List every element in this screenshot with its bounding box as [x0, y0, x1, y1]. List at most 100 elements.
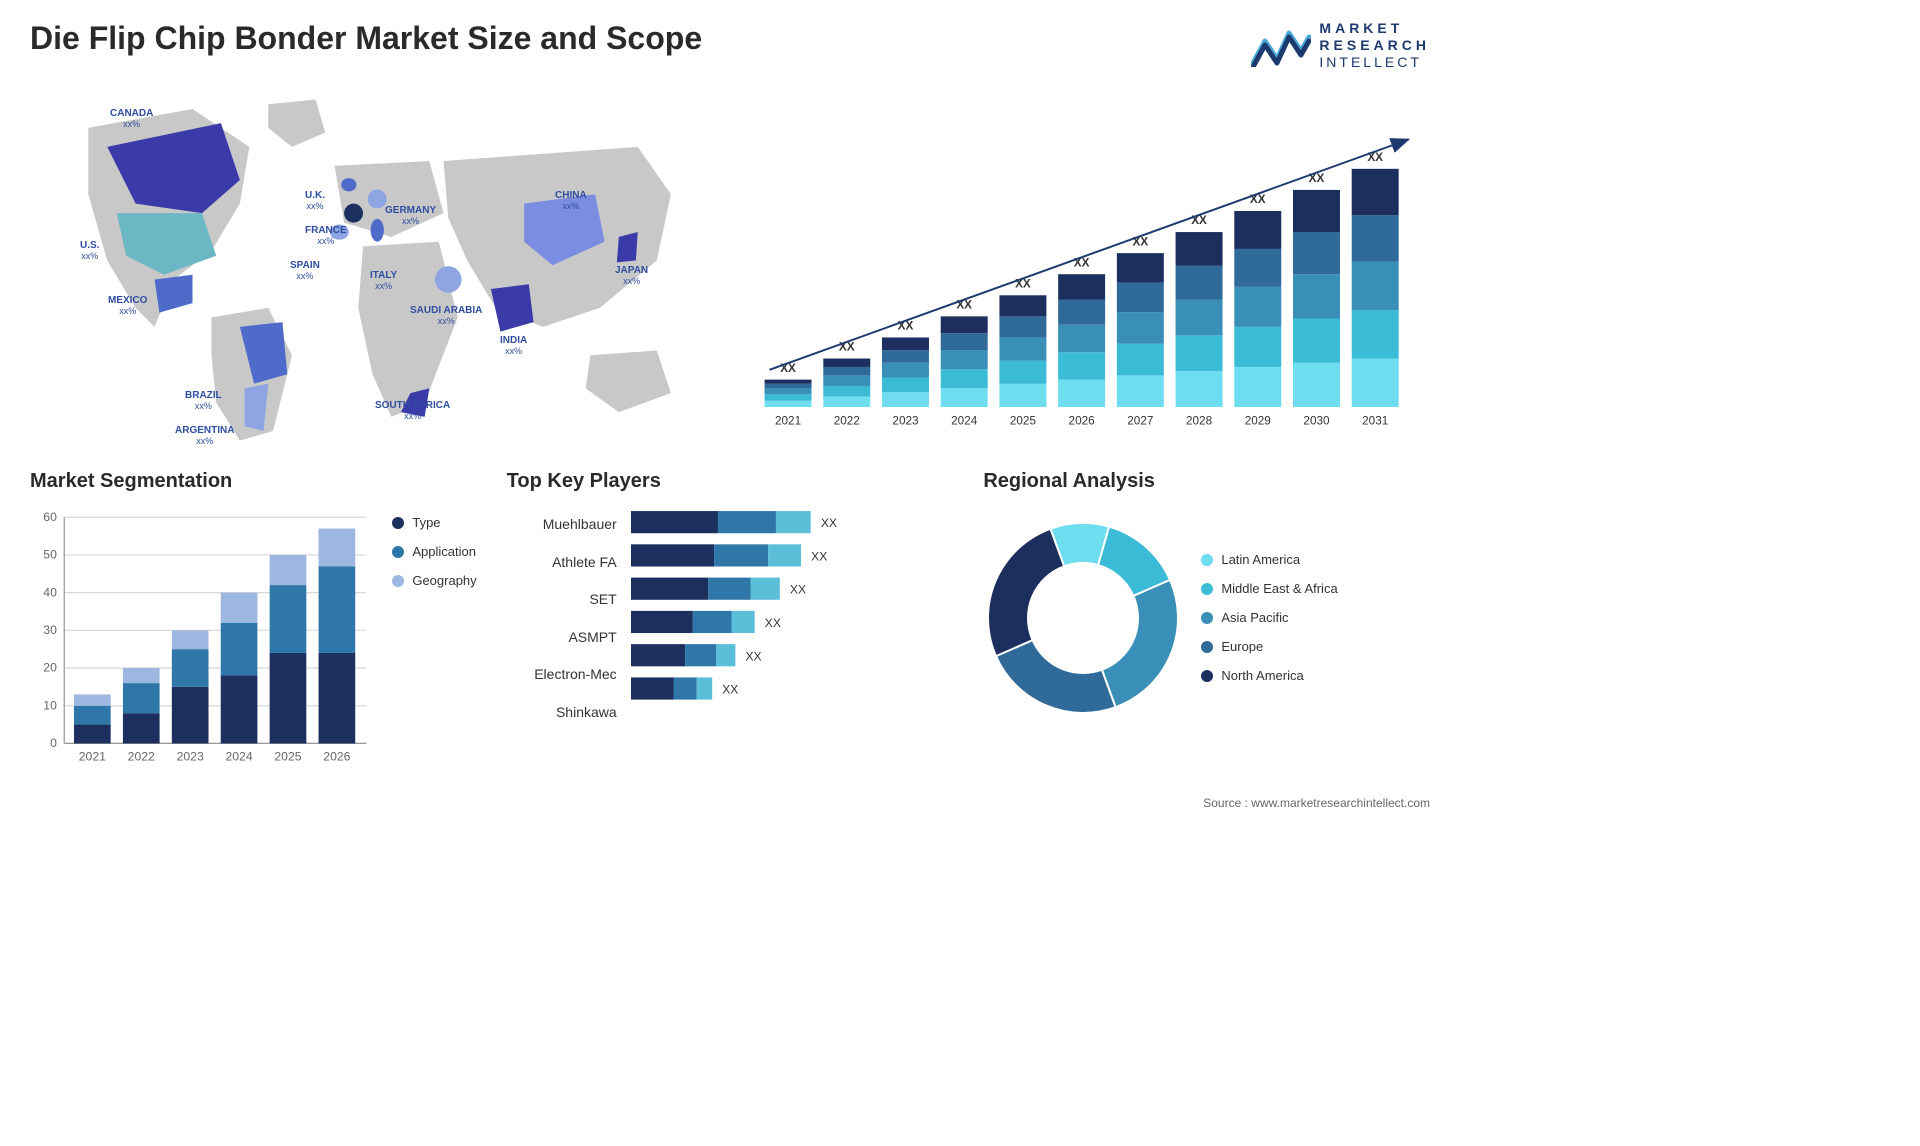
legend-item: Latin America [1201, 552, 1337, 567]
segmentation-legend: Type Application Geography [392, 505, 476, 779]
logo-text: MARKET RESEARCH INTELLECT [1319, 20, 1430, 70]
legend-dot-icon [1201, 670, 1213, 682]
svg-text:2023: 2023 [177, 750, 204, 764]
legend-item: Europe [1201, 639, 1337, 654]
map-label: SAUDI ARABIAxx% [410, 305, 482, 327]
legend-dot-icon [392, 546, 404, 558]
svg-text:60: 60 [43, 510, 57, 524]
logo-line3: INTELLECT [1319, 54, 1430, 71]
legend-item: Middle East & Africa [1201, 581, 1337, 596]
svg-text:XX: XX [811, 550, 827, 564]
map-label: GERMANYxx% [385, 205, 436, 227]
svg-text:2021: 2021 [775, 415, 801, 428]
growth-chart-panel: 2021XX2022XX2023XX2024XX2025XX2026XX2027… [745, 90, 1430, 450]
logo-line2: RESEARCH [1319, 37, 1430, 54]
player-name: Athlete FA [507, 554, 617, 570]
header: Die Flip Chip Bonder Market Size and Sco… [30, 20, 1430, 70]
source-text: Source : www.marketresearchintellect.com [1203, 796, 1430, 810]
svg-text:2023: 2023 [892, 415, 919, 428]
legend-label: Europe [1221, 639, 1263, 654]
svg-text:XX: XX [790, 583, 806, 597]
legend-label: Type [412, 515, 440, 530]
brand-logo: MARKET RESEARCH INTELLECT [1251, 20, 1430, 70]
infographic-root: Die Flip Chip Bonder Market Size and Sco… [0, 0, 1460, 820]
legend-label: North America [1221, 668, 1303, 683]
map-label: SPAINxx% [290, 260, 320, 282]
player-name: ASMPT [507, 629, 617, 645]
segmentation-panel: Market Segmentation 01020304050602021202… [30, 470, 477, 730]
bottom-row: Market Segmentation 01020304050602021202… [30, 470, 1430, 730]
world-map-panel: CANADAxx% U.S.xx% MEXICOxx% BRAZILxx% ARGENT… [30, 90, 715, 450]
regional-panel: Regional Analysis Latin America Middle Ea… [983, 470, 1430, 730]
svg-text:2024: 2024 [951, 415, 978, 428]
map-label: CHINAxx% [555, 190, 587, 212]
legend-label: Application [412, 544, 476, 559]
legend-dot-icon [1201, 641, 1213, 653]
svg-text:2026: 2026 [323, 750, 350, 764]
legend-label: Latin America [1221, 552, 1300, 567]
map-label: MEXICOxx% [108, 295, 147, 317]
svg-text:50: 50 [43, 548, 57, 562]
top-row: CANADAxx% U.S.xx% MEXICOxx% BRAZILxx% ARGENT… [30, 90, 1430, 450]
map-label: INDIAxx% [500, 335, 527, 357]
legend-dot-icon [392, 575, 404, 587]
svg-text:XX: XX [745, 650, 761, 664]
logo-line1: MARKET [1319, 20, 1430, 37]
svg-text:2031: 2031 [1362, 415, 1388, 428]
donut-svg [983, 518, 1183, 718]
growth-chart-svg: 2021XX2022XX2023XX2024XX2025XX2026XX2027… [745, 90, 1430, 450]
legend-item: Type [392, 515, 476, 530]
player-name: Muehlbauer [507, 516, 617, 532]
legend-item: Asia Pacific [1201, 610, 1337, 625]
player-name: Shinkawa [507, 704, 617, 720]
svg-text:2022: 2022 [834, 415, 860, 428]
svg-text:20: 20 [43, 661, 57, 675]
svg-text:2024: 2024 [225, 750, 252, 764]
map-label: U.K.xx% [305, 190, 325, 212]
svg-text:2027: 2027 [1127, 415, 1153, 428]
segmentation-svg: 0 10 20 30 40 50 60 2021 2022 2023 2024 2025 2026 [30, 505, 372, 774]
map-label: CANADAxx% [110, 108, 153, 130]
svg-text:2028: 2028 [1186, 415, 1213, 428]
svg-text:XX: XX [820, 517, 836, 531]
player-name: SET [507, 591, 617, 607]
svg-text:2022: 2022 [128, 750, 155, 764]
svg-text:2025: 2025 [274, 750, 301, 764]
svg-text:XX: XX [764, 616, 780, 630]
regional-donut [983, 518, 1183, 718]
map-label: ITALYxx% [370, 270, 397, 292]
player-name: Electron-Mec [507, 666, 617, 682]
svg-text:2025: 2025 [1010, 415, 1037, 428]
segmentation-title: Market Segmentation [30, 470, 477, 493]
logo-mark-icon [1251, 23, 1311, 67]
legend-dot-icon [392, 517, 404, 529]
legend-label: Asia Pacific [1221, 610, 1288, 625]
map-label: U.S.xx% [80, 240, 99, 262]
legend-dot-icon [1201, 583, 1213, 595]
svg-text:2026: 2026 [1069, 415, 1096, 428]
legend-label: Geography [412, 573, 476, 588]
map-label: BRAZILxx% [185, 390, 222, 412]
players-panel: Top Key Players Muehlbauer Athlete FA SET A… [507, 470, 954, 730]
legend-dot-icon [1201, 612, 1213, 624]
svg-text:30: 30 [43, 623, 57, 637]
players-bars: XX XX XX XX XX XX [631, 505, 954, 730]
players-title: Top Key Players [507, 470, 954, 493]
svg-text:2021: 2021 [79, 750, 106, 764]
map-label: ARGENTINAxx% [175, 425, 234, 447]
svg-text:2030: 2030 [1303, 415, 1330, 428]
legend-dot-icon [1201, 554, 1213, 566]
map-label: JAPANxx% [615, 265, 648, 287]
svg-text:40: 40 [43, 586, 57, 600]
map-label: SOUTH AFRICAxx% [375, 400, 450, 422]
players-labels: Muehlbauer Athlete FA SET ASMPT Electron-Mec… [507, 505, 617, 730]
players-svg: XX XX XX XX XX XX [631, 505, 954, 717]
svg-text:XX: XX [722, 683, 738, 697]
svg-text:10: 10 [43, 699, 57, 713]
regional-title: Regional Analysis [983, 470, 1430, 493]
legend-item: Application [392, 544, 476, 559]
segmentation-chart: 0 10 20 30 40 50 60 2021 2022 2023 2024 2025 2026 [30, 505, 372, 779]
map-label: FRANCExx% [305, 225, 347, 247]
svg-text:0: 0 [50, 736, 57, 750]
legend-item: Geography [392, 573, 476, 588]
